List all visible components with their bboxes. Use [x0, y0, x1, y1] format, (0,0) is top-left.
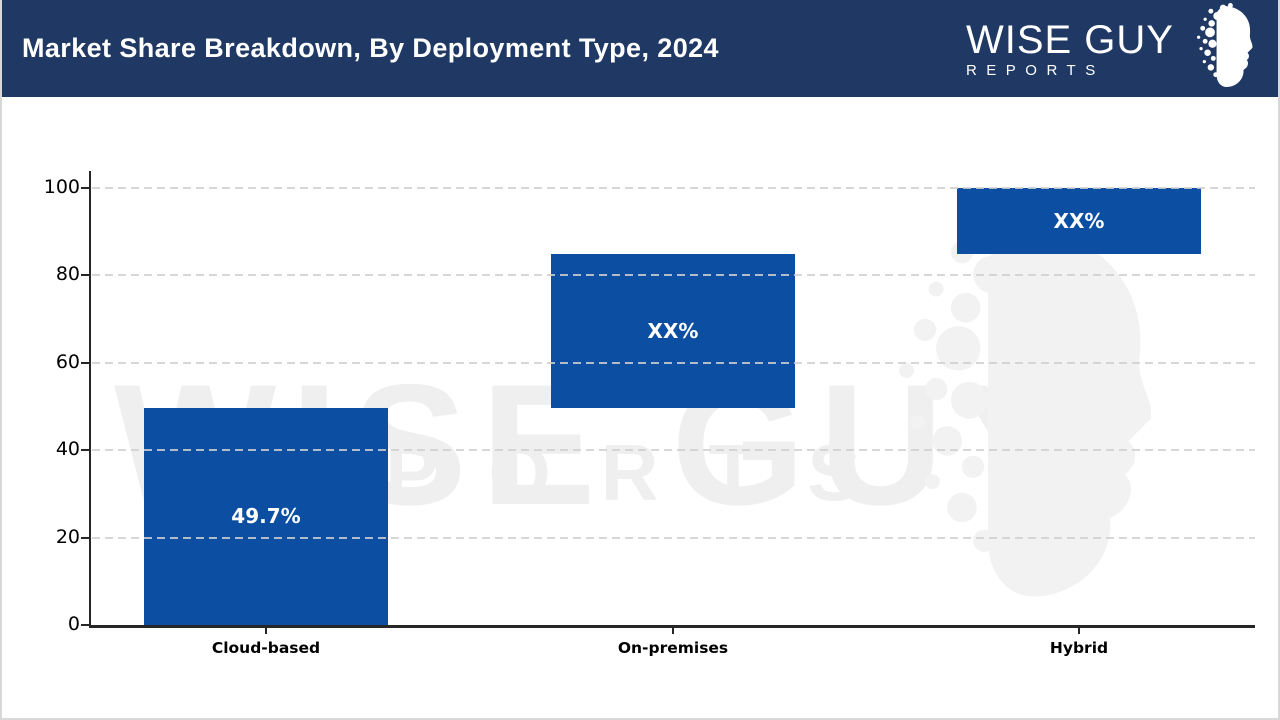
gridline-y-60 [92, 361, 1255, 364]
x-tick-mark [1078, 626, 1080, 634]
bar-value-label: XX% [647, 319, 699, 344]
bar-hybrid: XX% [957, 188, 1201, 255]
header-bar: Market Share Breakdown, By Deployment Ty… [2, 0, 1278, 97]
x-tick-label-on-premises: On-premises [617, 639, 729, 657]
y-tick-mark [81, 449, 90, 452]
y-tick-label: 0 [67, 613, 80, 635]
brand-name: WISE GUY [965, 17, 1174, 62]
y-tick-mark [81, 536, 90, 539]
y-tick-mark [81, 187, 90, 189]
y-tick-label: 100 [43, 176, 80, 198]
gridline-y-80 [92, 274, 1255, 277]
gridline-y-40 [92, 449, 1255, 452]
y-tick-mark [81, 624, 90, 626]
y-axis [89, 170, 91, 628]
y-tick-mark [81, 274, 90, 277]
y-tick-label: 60 [55, 350, 80, 373]
plot-area: WISE GUY REPORTS 49.7% Cloud-based XX% On-p… [2, 97, 1278, 718]
brand-logo: WISE GUY REPORTS [965, 2, 1260, 95]
x-tick-mark [265, 626, 267, 634]
gridline-y-100 [92, 187, 1255, 189]
x-tick-label-cloud-based: Cloud-based [211, 639, 321, 657]
y-tick-label: 80 [55, 263, 80, 286]
gridline-y-20 [92, 536, 1255, 539]
x-tick-label-hybrid: Hybrid [1049, 639, 1109, 657]
chart-title: Market Share Breakdown, By Deployment Ty… [22, 33, 719, 63]
brand-subtitle: REPORTS [965, 61, 1105, 79]
bar-value-label: 49.7% [231, 504, 301, 529]
x-tick-mark [672, 626, 674, 634]
logo-head-icon [1178, 2, 1260, 95]
bar-on-premises: XX% [551, 254, 795, 408]
bar-value-label: XX% [1053, 209, 1105, 234]
y-tick-label: 20 [55, 525, 80, 548]
y-tick-mark [81, 361, 90, 364]
bar-cloud-based: 49.7% [144, 407, 388, 625]
y-tick-label: 40 [55, 438, 80, 461]
